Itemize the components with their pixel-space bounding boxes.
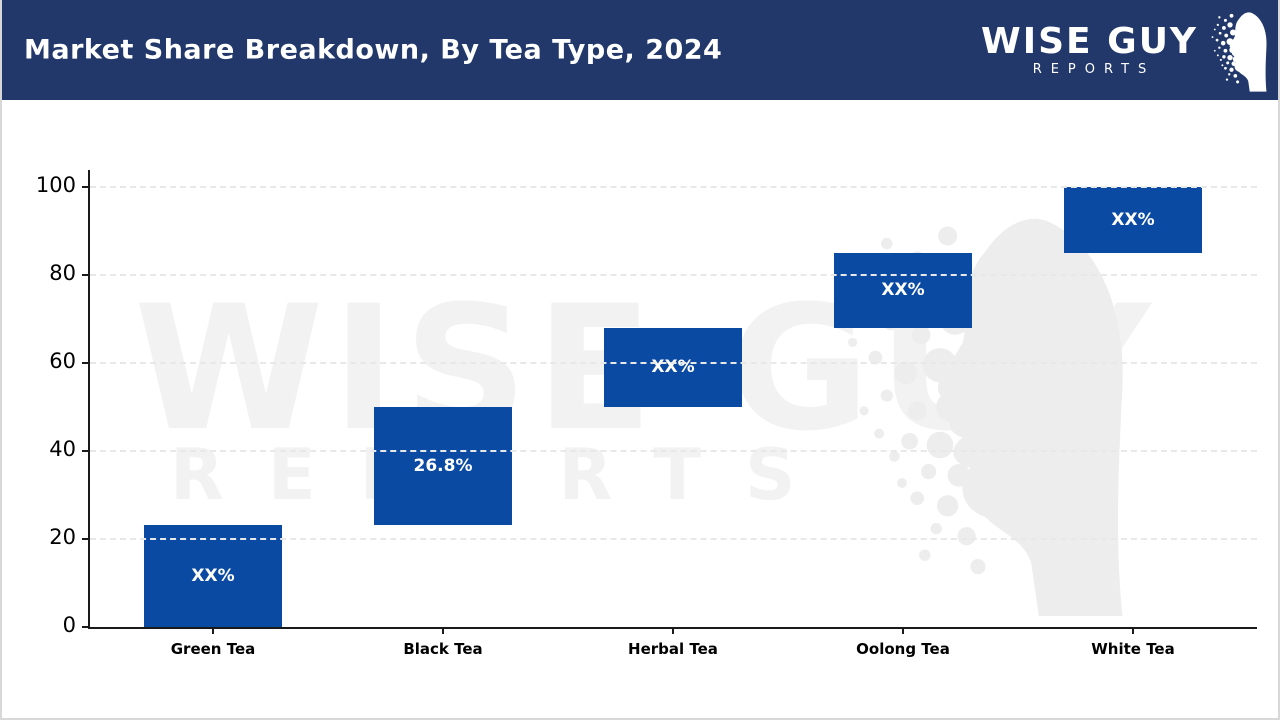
bar-black-tea: 26.8% bbox=[374, 407, 512, 525]
y-axis-tick-80 bbox=[82, 274, 88, 276]
bar-value-label-herbal-tea: XX% bbox=[651, 357, 695, 378]
y-axis-tick-label-20: 20 bbox=[49, 525, 76, 549]
bar-value-label-green-tea: XX% bbox=[191, 565, 235, 586]
x-axis-category-label-black-tea: Black Tea bbox=[403, 640, 483, 658]
x-axis-category-label-oolong-tea: Oolong Tea bbox=[856, 640, 950, 658]
bar-white-tea: XX% bbox=[1064, 187, 1202, 253]
bar-value-label-black-tea: 26.8% bbox=[413, 455, 473, 476]
wiseguy-face-icon bbox=[1192, 8, 1268, 92]
x-axis-tick-green-tea bbox=[212, 629, 214, 634]
bar-green-tea: XX% bbox=[144, 524, 282, 627]
wiseguy-logo: WISE GUY REPORTS bbox=[981, 0, 1268, 100]
y-axis-tick-label-100: 100 bbox=[35, 173, 76, 197]
gridline-100 bbox=[90, 186, 1257, 188]
y-axis-tick-label-0: 0 bbox=[62, 613, 76, 637]
y-axis-tick-100 bbox=[82, 186, 88, 188]
bar-herbal-tea: XX% bbox=[604, 327, 742, 407]
y-axis-tick-60 bbox=[82, 362, 88, 364]
y-axis-tick-20 bbox=[82, 538, 88, 540]
y-axis-tick-label-80: 80 bbox=[49, 261, 76, 285]
gridline-40 bbox=[90, 450, 1257, 452]
y-axis-tick-40 bbox=[82, 450, 88, 452]
x-axis-category-label-herbal-tea: Herbal Tea bbox=[628, 640, 718, 658]
logo-subtitle: REPORTS bbox=[1032, 61, 1156, 77]
bar-value-label-white-tea: XX% bbox=[1111, 210, 1155, 230]
y-axis-tick-0 bbox=[82, 626, 88, 628]
header-bar: Market Share Breakdown, By Tea Type, 202… bbox=[2, 0, 1278, 100]
logo-text: WISE GUY REPORTS bbox=[980, 20, 1198, 77]
x-axis-line bbox=[88, 627, 1257, 629]
y-axis-tick-label-60: 60 bbox=[49, 349, 76, 373]
x-axis-tick-oolong-tea bbox=[902, 629, 904, 634]
gridline-20 bbox=[90, 538, 1257, 540]
bar-oolong-tea: XX% bbox=[834, 253, 972, 328]
x-axis-category-label-green-tea: Green Tea bbox=[170, 640, 256, 658]
y-axis-line bbox=[88, 170, 90, 629]
gridline-60 bbox=[90, 362, 1257, 364]
chart-title: Market Share Breakdown, By Tea Type, 202… bbox=[24, 34, 723, 66]
x-axis-tick-black-tea bbox=[442, 629, 444, 634]
gridline-80 bbox=[90, 274, 1257, 276]
x-axis-tick-herbal-tea bbox=[672, 629, 674, 634]
y-axis-tick-label-40: 40 bbox=[49, 437, 76, 461]
logo-wordmark: WISE GUY bbox=[980, 20, 1198, 62]
bar-value-label-oolong-tea: XX% bbox=[881, 280, 925, 301]
x-axis-tick-white-tea bbox=[1132, 629, 1134, 634]
x-axis-category-label-white-tea: White Tea bbox=[1091, 640, 1175, 658]
